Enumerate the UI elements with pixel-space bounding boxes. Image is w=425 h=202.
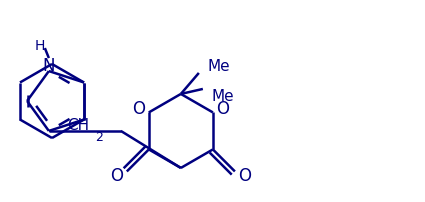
Text: O: O (110, 167, 123, 184)
Text: O: O (132, 100, 145, 118)
Text: Me: Me (212, 89, 235, 104)
Text: CH: CH (67, 118, 89, 133)
Text: Me: Me (208, 59, 230, 74)
Text: 2: 2 (95, 131, 103, 144)
Text: H: H (35, 39, 45, 53)
Text: O: O (238, 167, 252, 184)
Text: O: O (216, 100, 230, 118)
Text: N: N (42, 57, 55, 75)
